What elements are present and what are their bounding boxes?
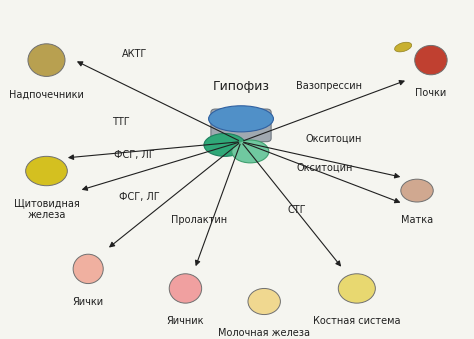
- Text: СТГ: СТГ: [287, 205, 306, 215]
- Ellipse shape: [204, 134, 246, 156]
- Ellipse shape: [395, 42, 411, 52]
- Text: АКТГ: АКТГ: [122, 48, 147, 59]
- Text: Надпочечники: Надпочечники: [9, 89, 84, 99]
- Text: Матка: Матка: [401, 215, 433, 225]
- Text: ТТГ: ТТГ: [112, 117, 129, 127]
- Ellipse shape: [28, 44, 65, 76]
- Ellipse shape: [415, 45, 447, 75]
- Ellipse shape: [73, 254, 103, 283]
- Ellipse shape: [248, 288, 281, 315]
- Ellipse shape: [338, 274, 375, 303]
- Text: Щитовидная
железа: Щитовидная железа: [14, 199, 79, 220]
- Ellipse shape: [232, 140, 269, 163]
- Text: Окситоцин: Окситоцин: [296, 163, 353, 173]
- Text: Костная система: Костная система: [313, 316, 401, 326]
- Text: Гипофиз: Гипофиз: [212, 80, 270, 93]
- Text: Окситоцин: Окситоцин: [305, 134, 362, 143]
- Text: Почки: Почки: [415, 88, 447, 98]
- Ellipse shape: [401, 179, 433, 202]
- Text: Вазопрессин: Вазопрессин: [296, 81, 362, 91]
- Text: Молочная железа: Молочная железа: [218, 327, 310, 338]
- Ellipse shape: [209, 106, 273, 132]
- Text: ФСГ, ЛГ: ФСГ, ЛГ: [114, 150, 155, 160]
- Ellipse shape: [169, 274, 201, 303]
- Text: Пролактин: Пролактин: [171, 215, 228, 225]
- FancyBboxPatch shape: [211, 109, 271, 142]
- Text: Яичник: Яичник: [167, 316, 204, 326]
- Text: Яички: Яички: [73, 297, 104, 306]
- Text: ФСГ, ЛГ: ФСГ, ЛГ: [119, 192, 160, 202]
- Ellipse shape: [26, 156, 67, 186]
